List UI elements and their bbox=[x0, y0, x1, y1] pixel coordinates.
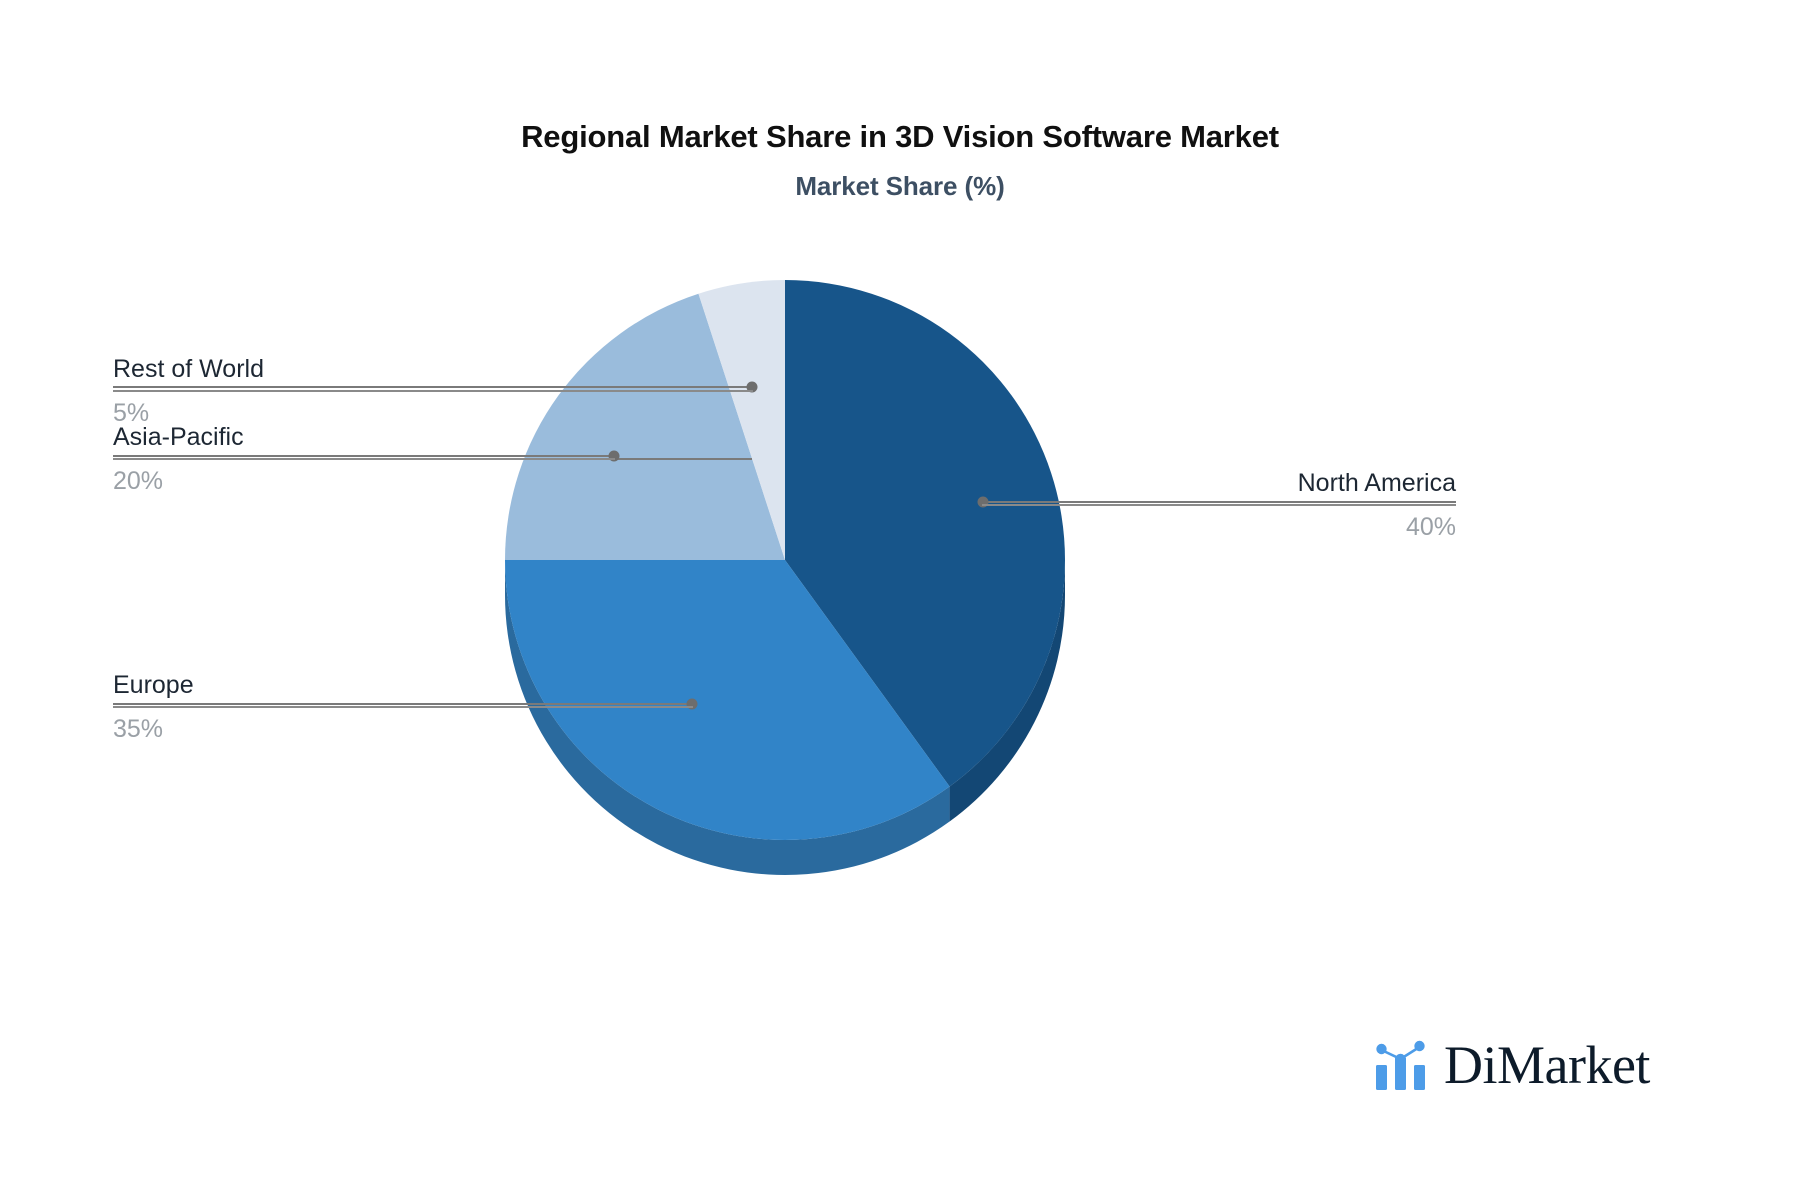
callout-rule-asia-pacific bbox=[113, 458, 615, 460]
callout-label-rest-of-world: Rest of World bbox=[113, 355, 264, 383]
chart-subtitle: Market Share (%) bbox=[795, 171, 1005, 201]
callout-europe: Europe 35% bbox=[113, 670, 693, 745]
bar-chart-icon bbox=[1376, 1040, 1425, 1090]
callout-rule-europe bbox=[113, 706, 693, 708]
callout-value-rest-of-world: 5% bbox=[113, 399, 150, 427]
pie-side-north-america bbox=[949, 560, 1065, 822]
chart-title: Regional Market Share in 3D Vision Softw… bbox=[521, 119, 1279, 154]
callout-rest-of-world: Rest of World 5% bbox=[113, 354, 753, 429]
callout-value-north-america: 40% bbox=[1405, 513, 1456, 541]
callout-value-europe: 35% bbox=[113, 715, 164, 743]
pie-slice-europe bbox=[505, 560, 950, 840]
pie-slice-rest-of-world bbox=[698, 280, 785, 560]
callout-north-america: North America 40% bbox=[982, 468, 1456, 543]
brand-logo: DiMarket bbox=[1374, 1038, 1650, 1092]
callout-asia-pacific: Asia-Pacific 20% bbox=[113, 422, 615, 497]
logo-wordmark: DiMarket bbox=[1444, 1035, 1650, 1095]
callout-rule-rest-of-world bbox=[113, 390, 753, 392]
pie-depth-group bbox=[505, 560, 1065, 875]
callout-label-asia-pacific: Asia-Pacific bbox=[113, 423, 244, 451]
leader-dot-rest-of-world bbox=[746, 381, 758, 393]
callout-label-europe: Europe bbox=[113, 671, 194, 699]
callout-value-asia-pacific: 20% bbox=[113, 467, 164, 495]
pie-side-europe bbox=[505, 560, 950, 875]
title-block: Regional Market Share in 3D Vision Softw… bbox=[0, 118, 1800, 202]
pie-slice-north-america bbox=[785, 280, 1065, 787]
callout-rule-north-america bbox=[982, 504, 1456, 506]
pie-slices-group bbox=[505, 280, 1065, 840]
callout-label-north-america: North America bbox=[1297, 469, 1456, 497]
pie-slice-asia-pacific bbox=[505, 293, 785, 560]
